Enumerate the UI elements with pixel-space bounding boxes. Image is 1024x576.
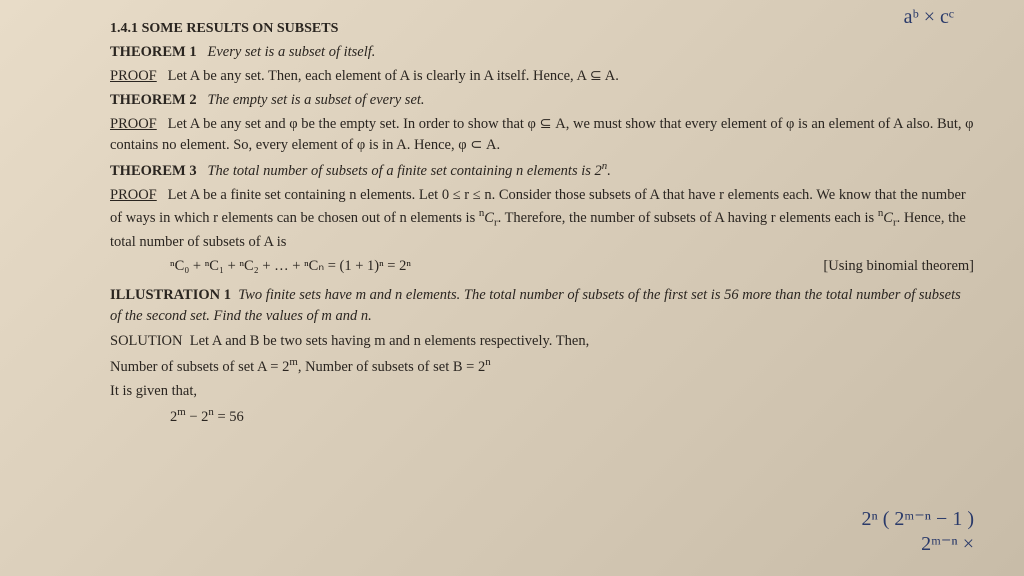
handwritten-annotation-bottom: 2ⁿ ( 2ᵐ⁻ⁿ − 1 ) 2ᵐ⁻ⁿ × xyxy=(861,506,974,556)
stmt-pre: The total number of subsets of a finite … xyxy=(207,163,601,179)
theorem-3-proof: PROOF Let A be a finite set containing n… xyxy=(110,185,974,253)
theorem-label: THEOREM 1 xyxy=(110,44,197,60)
eq-mid: − 2 xyxy=(186,408,209,424)
eq-rhs: = 56 xyxy=(214,408,244,424)
illustration-label: ILLUSTRATION 1 xyxy=(110,287,231,303)
proof-text-part2: . Therefore, the number of subsets of A … xyxy=(498,210,878,226)
proof-label: PROOF xyxy=(110,187,157,203)
illustration-text: Two finite sets have m and n elements. T… xyxy=(110,287,961,324)
theorem-statement: The total number of subsets of a finite … xyxy=(207,163,610,179)
solution-p3: It is given that, xyxy=(110,381,974,402)
textbook-page: 1.4.1 SOME RESULTS ON SUBSETS THEOREM 1 … xyxy=(110,18,974,428)
theorem-label: THEOREM 2 xyxy=(110,92,197,108)
theorem-1-proof: PROOF Let A be any set. Then, each eleme… xyxy=(110,66,974,87)
theorem-2-proof: PROOF Let A be any set and φ be the empt… xyxy=(110,114,974,156)
section-number: 1.4.1 xyxy=(110,21,138,36)
theorem-3: THEOREM 3 The total number of subsets of… xyxy=(110,159,974,182)
handwritten-annotation-top: aᵇ × cᶜ xyxy=(904,6,954,29)
annot-bottom-l1: 2ⁿ ( 2ᵐ⁻ⁿ − 1 ) xyxy=(861,506,974,531)
solution-p2: Number of subsets of set A = 2m, Number … xyxy=(110,355,974,378)
proof-label: PROOF xyxy=(110,116,157,132)
ncr-c: C xyxy=(484,210,494,226)
section-heading: 1.4.1 SOME RESULTS ON SUBSETS xyxy=(110,18,974,39)
eq-exp1: m xyxy=(177,406,185,418)
subsets-sep: , Number of subsets of set B = 2 xyxy=(298,359,485,375)
ncr-c2: C xyxy=(883,210,893,226)
theorem-3-formula: ⁿC₀ + ⁿC₁ + ⁿC₂ + … + ⁿCₙ = (1 + 1)ⁿ = 2… xyxy=(110,256,974,277)
formula-note: [Using binomial theorem] xyxy=(823,256,974,277)
theorem-label: THEOREM 3 xyxy=(110,163,197,179)
subsets-a: Number of subsets of set A = 2 xyxy=(110,359,289,375)
solution-label: SOLUTION xyxy=(110,333,183,349)
section-title: SOME RESULTS ON SUBSETS xyxy=(142,21,339,36)
formula-expression: ⁿC₀ + ⁿC₁ + ⁿC₂ + … + ⁿCₙ = (1 + 1)ⁿ = 2… xyxy=(170,258,411,274)
proof-text: Let A be any set and φ be the empty set.… xyxy=(110,116,974,153)
proof-text: Let A be any set. Then, each element of … xyxy=(168,68,619,84)
theorem-statement: Every set is a subset of itself. xyxy=(207,44,375,60)
solution-equation: 2m − 2n = 56 xyxy=(110,405,974,428)
annot-bottom-l2: 2ᵐ⁻ⁿ × xyxy=(861,531,974,556)
solution: SOLUTION Let A and B be two sets having … xyxy=(110,331,974,352)
theorem-2: THEOREM 2 The empty set is a subset of e… xyxy=(110,90,974,111)
stmt-post: . xyxy=(607,163,611,179)
exp-n: n xyxy=(485,356,490,368)
solution-p1: Let A and B be two sets having m and n e… xyxy=(190,333,589,349)
proof-label: PROOF xyxy=(110,68,157,84)
illustration-1: ILLUSTRATION 1 Two finite sets have m an… xyxy=(110,285,974,327)
theorem-statement: The empty set is a subset of every set. xyxy=(207,92,424,108)
theorem-1: THEOREM 1 Every set is a subset of itsel… xyxy=(110,42,974,63)
exp-m: m xyxy=(289,356,297,368)
